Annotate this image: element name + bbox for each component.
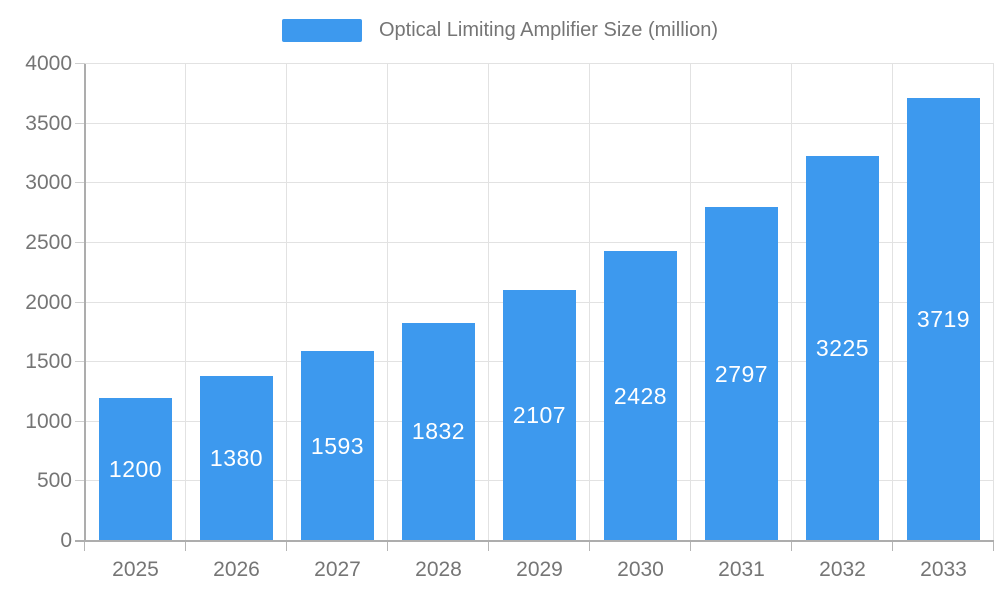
- legend-swatch-icon: [282, 19, 362, 42]
- gridline-horizontal: [85, 63, 994, 64]
- y-tick: [75, 241, 85, 243]
- gridline-vertical: [488, 64, 489, 541]
- x-axis-label-2031: 2031: [718, 558, 765, 581]
- y-axis-label: 3500: [25, 111, 72, 135]
- bar-2025[interactable]: 1200: [99, 397, 172, 541]
- x-tick: [286, 541, 287, 551]
- bar-2033[interactable]: 3719: [907, 97, 980, 541]
- bar-value-label: 1593: [310, 432, 365, 459]
- x-tick: [791, 541, 792, 551]
- bar-2028[interactable]: 1832: [402, 322, 475, 541]
- y-tick: [75, 301, 85, 303]
- x-tick: [84, 541, 85, 551]
- bar-2031[interactable]: 2797: [705, 207, 778, 541]
- gridline-horizontal: [85, 122, 994, 124]
- bar-value-label: 2428: [613, 382, 668, 409]
- y-axis-label: 0: [60, 529, 72, 552]
- bar-value-label: 1380: [209, 445, 264, 472]
- gridline-horizontal: [85, 241, 994, 243]
- gridline-vertical: [690, 64, 691, 541]
- gridline-horizontal: [85, 182, 994, 184]
- y-tick: [75, 420, 85, 422]
- x-tick: [993, 541, 994, 551]
- x-tick: [387, 541, 388, 551]
- y-axis-label: 2000: [25, 290, 72, 314]
- x-axis-line: [75, 540, 994, 542]
- legend-label: Optical Limiting Amplifier Size (million…: [379, 19, 718, 41]
- y-axis-label: 500: [36, 469, 72, 493]
- x-tick: [488, 541, 489, 551]
- x-axis-label-2032: 2032: [819, 558, 866, 581]
- y-tick: [75, 122, 85, 124]
- x-axis-label-2028: 2028: [415, 558, 462, 581]
- y-axis-label: 1500: [25, 350, 72, 374]
- x-axis-label-2027: 2027: [314, 558, 361, 581]
- x-tick: [185, 541, 186, 551]
- bar-2029[interactable]: 2107: [503, 289, 576, 541]
- y-axis-label: 3000: [25, 171, 72, 195]
- gridline-vertical: [286, 64, 287, 541]
- y-tick: [75, 361, 85, 363]
- x-tick: [690, 541, 691, 551]
- bar-value-label: 3225: [815, 335, 870, 362]
- x-tick: [892, 541, 893, 551]
- x-axis-label-2026: 2026: [213, 558, 260, 581]
- y-axis-label: 2500: [25, 230, 72, 254]
- gridline-vertical: [589, 64, 590, 541]
- bar-value-label: 1832: [411, 418, 466, 445]
- y-tick: [75, 63, 85, 64]
- bar-value-label: 2107: [512, 401, 567, 428]
- x-axis-label-2030: 2030: [617, 558, 664, 581]
- x-tick: [589, 541, 590, 551]
- legend[interactable]: Optical Limiting Amplifier Size (million…: [0, 19, 1000, 42]
- y-tick: [75, 480, 85, 482]
- bar-2030[interactable]: 2428: [604, 251, 677, 541]
- gridline-vertical: [993, 64, 994, 541]
- x-axis-label-2033: 2033: [920, 558, 967, 581]
- bar-2026[interactable]: 1380: [200, 376, 273, 541]
- gridline-vertical: [185, 64, 186, 541]
- gridline-vertical: [892, 64, 893, 541]
- y-axis-label: 4000: [25, 52, 72, 75]
- bar-value-label: 1200: [108, 455, 163, 482]
- x-axis-label-2029: 2029: [516, 558, 563, 581]
- bar-value-label: 3719: [916, 305, 971, 332]
- x-axis-label-2025: 2025: [112, 558, 159, 581]
- bar-value-label: 2797: [714, 360, 769, 387]
- gridline-vertical: [387, 64, 388, 541]
- y-tick: [75, 182, 85, 184]
- y-axis-line: [84, 64, 86, 541]
- bar-2032[interactable]: 3225: [806, 156, 879, 541]
- y-axis-label: 1000: [25, 409, 72, 433]
- bar-2027[interactable]: 1593: [301, 351, 374, 541]
- gridline-vertical: [791, 64, 792, 541]
